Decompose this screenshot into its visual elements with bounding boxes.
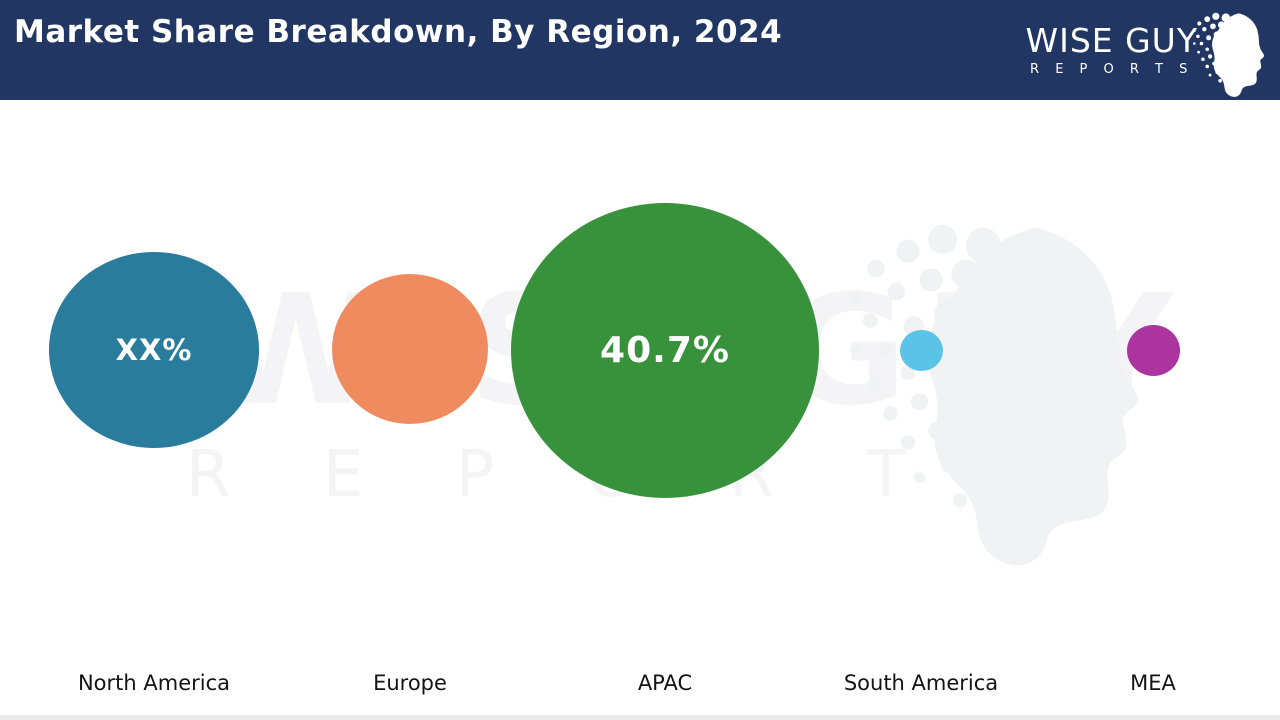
category-label-europe: Europe bbox=[373, 671, 447, 695]
watermark-dotted-head-profile-icon bbox=[849, 224, 1138, 566]
dotted-head-profile-icon bbox=[1192, 12, 1264, 97]
bubble-europe bbox=[332, 274, 488, 424]
header: Market Share Breakdown, By Region, 2024 … bbox=[0, 0, 1280, 100]
bubble-value-label: XX% bbox=[115, 333, 193, 367]
brand-logo: WISE GUY R E P O R T S bbox=[1025, 12, 1270, 98]
brand-sub: R E P O R T S bbox=[1030, 62, 1194, 77]
brand-name: WISE GUY bbox=[1025, 21, 1198, 60]
category-label-south-america: South America bbox=[843, 671, 999, 695]
footer-strip bbox=[0, 715, 1280, 720]
bubble-value-label: 40.7% bbox=[600, 329, 730, 371]
category-label-mea: MEA bbox=[1130, 671, 1176, 695]
brand-text: WISE GUY R E P O R T S bbox=[1025, 24, 1198, 77]
bubble-south-america bbox=[899, 329, 943, 371]
bubble-mea bbox=[1126, 324, 1180, 376]
bubble-north-america: XX% bbox=[49, 252, 259, 448]
category-label-apac: APAC bbox=[637, 671, 693, 695]
category-label-north-america: North America bbox=[77, 671, 231, 695]
page-title: Market Share Breakdown, By Region, 2024 bbox=[14, 14, 783, 50]
bubble-apac: 40.7% bbox=[511, 202, 819, 498]
